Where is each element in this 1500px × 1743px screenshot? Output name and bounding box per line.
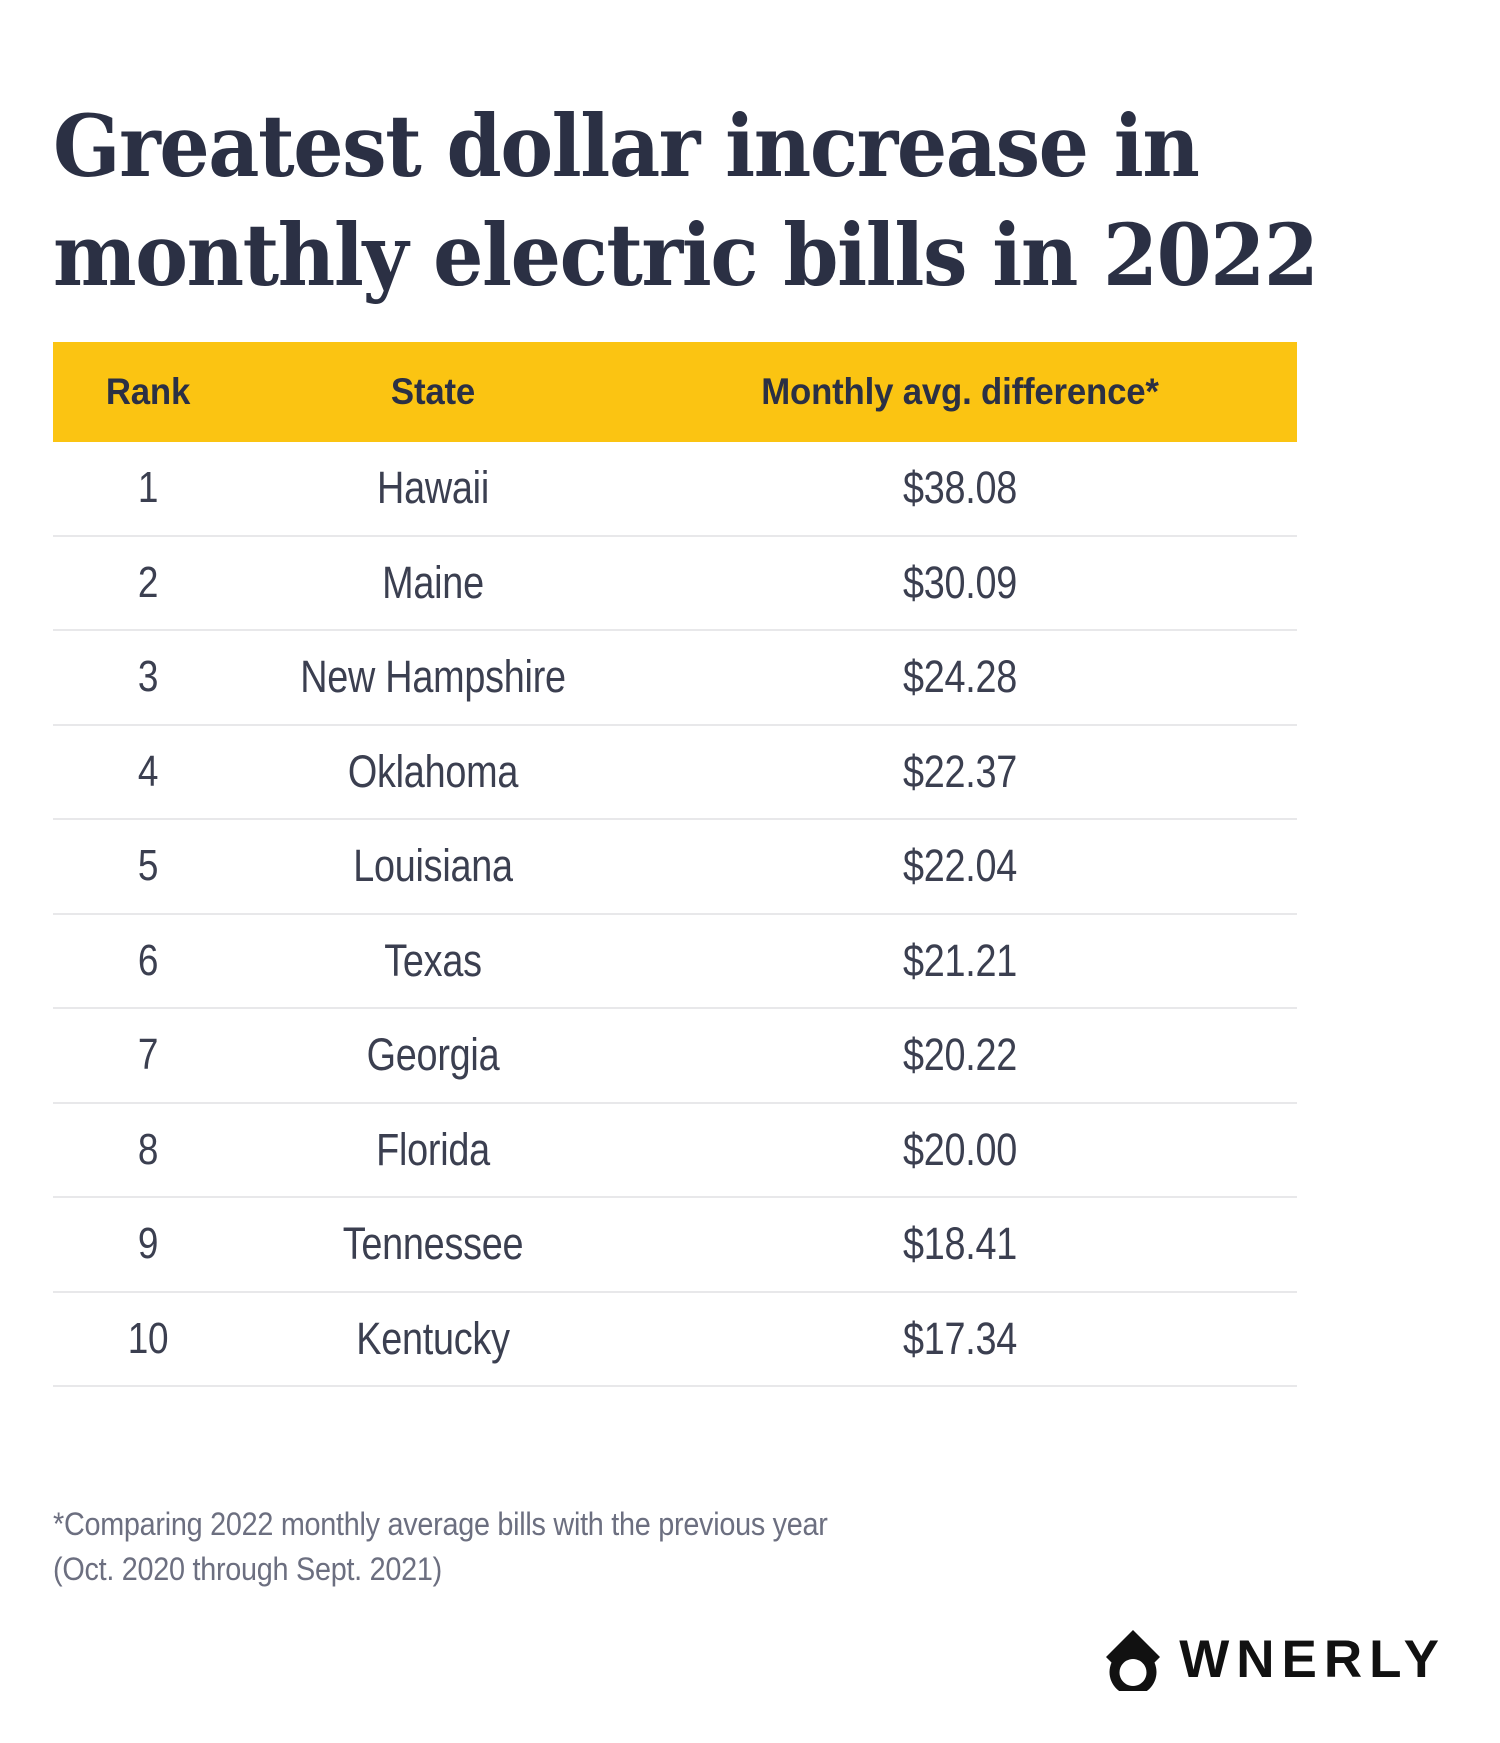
cell-value: $20.22	[902, 1029, 1018, 1081]
cell-state: Oklahoma	[347, 745, 519, 797]
cell-rank: 9	[137, 1219, 159, 1269]
cell-state: Hawaii	[377, 462, 489, 514]
cell-rank: 3	[137, 652, 159, 702]
ownerly-wordmark: WNERLY	[1179, 1629, 1446, 1689]
cell-rank: 8	[137, 1124, 159, 1174]
table-row: 3 New Hampshire $24.28	[53, 631, 1297, 726]
table-row: 6 Texas $21.21	[53, 915, 1297, 1009]
cell-value: $21.21	[902, 934, 1018, 986]
cell-rank: 5	[137, 841, 159, 891]
cell-state: Georgia	[366, 1029, 500, 1081]
cell-rank: 4	[137, 746, 159, 796]
table-row: 4 Oklahoma $22.37	[53, 726, 1297, 820]
cell-value: $30.09	[902, 556, 1018, 608]
cell-value: $38.08	[902, 462, 1018, 514]
table-row: 7 Georgia $20.22	[53, 1009, 1297, 1104]
cell-state: Louisiana	[353, 840, 513, 892]
ownerly-logo: WNERLY	[1103, 1629, 1446, 1691]
table-row: 2 Maine $30.09	[53, 537, 1297, 631]
cell-state: Texas	[384, 934, 482, 986]
cell-value: $20.00	[902, 1123, 1018, 1175]
ranking-table: Rank State Monthly avg. difference* 1 Ha…	[53, 342, 1297, 1387]
cell-value: $18.41	[902, 1218, 1018, 1270]
cell-state: Kentucky	[356, 1312, 510, 1364]
cell-state: Tennessee	[342, 1218, 524, 1270]
cell-rank: 7	[137, 1030, 159, 1080]
column-header-state: State	[390, 371, 476, 412]
cell-state: Maine	[382, 556, 484, 608]
cell-rank: 1	[137, 463, 159, 513]
table-header-row: Rank State Monthly avg. difference*	[53, 342, 1297, 442]
column-header-rank: Rank	[105, 371, 191, 412]
footnote: *Comparing 2022 monthly average bills wi…	[53, 1506, 828, 1588]
cell-state: Florida	[376, 1123, 490, 1175]
cell-value: $22.37	[902, 745, 1018, 797]
cell-value: $22.04	[902, 840, 1018, 892]
table-row: 8 Florida $20.00	[53, 1104, 1297, 1198]
table-row: 5 Louisiana $22.04	[53, 820, 1297, 915]
cell-rank: 2	[137, 557, 159, 607]
cell-value: $17.34	[902, 1312, 1018, 1364]
cell-value: $24.28	[902, 651, 1018, 703]
cell-rank: 10	[127, 1313, 169, 1363]
table-row: 10 Kentucky $17.34	[53, 1293, 1297, 1387]
table-row: 9 Tennessee $18.41	[53, 1198, 1297, 1293]
house-o-icon	[1103, 1629, 1163, 1691]
page-title: Greatest dollar increase in monthly elec…	[53, 96, 1319, 306]
column-header-monthly-avg-difference: Monthly avg. difference*	[761, 371, 1159, 412]
table-row: 1 Hawaii $38.08	[53, 442, 1297, 537]
cell-state: New Hampshire	[300, 651, 566, 703]
cell-rank: 6	[137, 935, 159, 985]
